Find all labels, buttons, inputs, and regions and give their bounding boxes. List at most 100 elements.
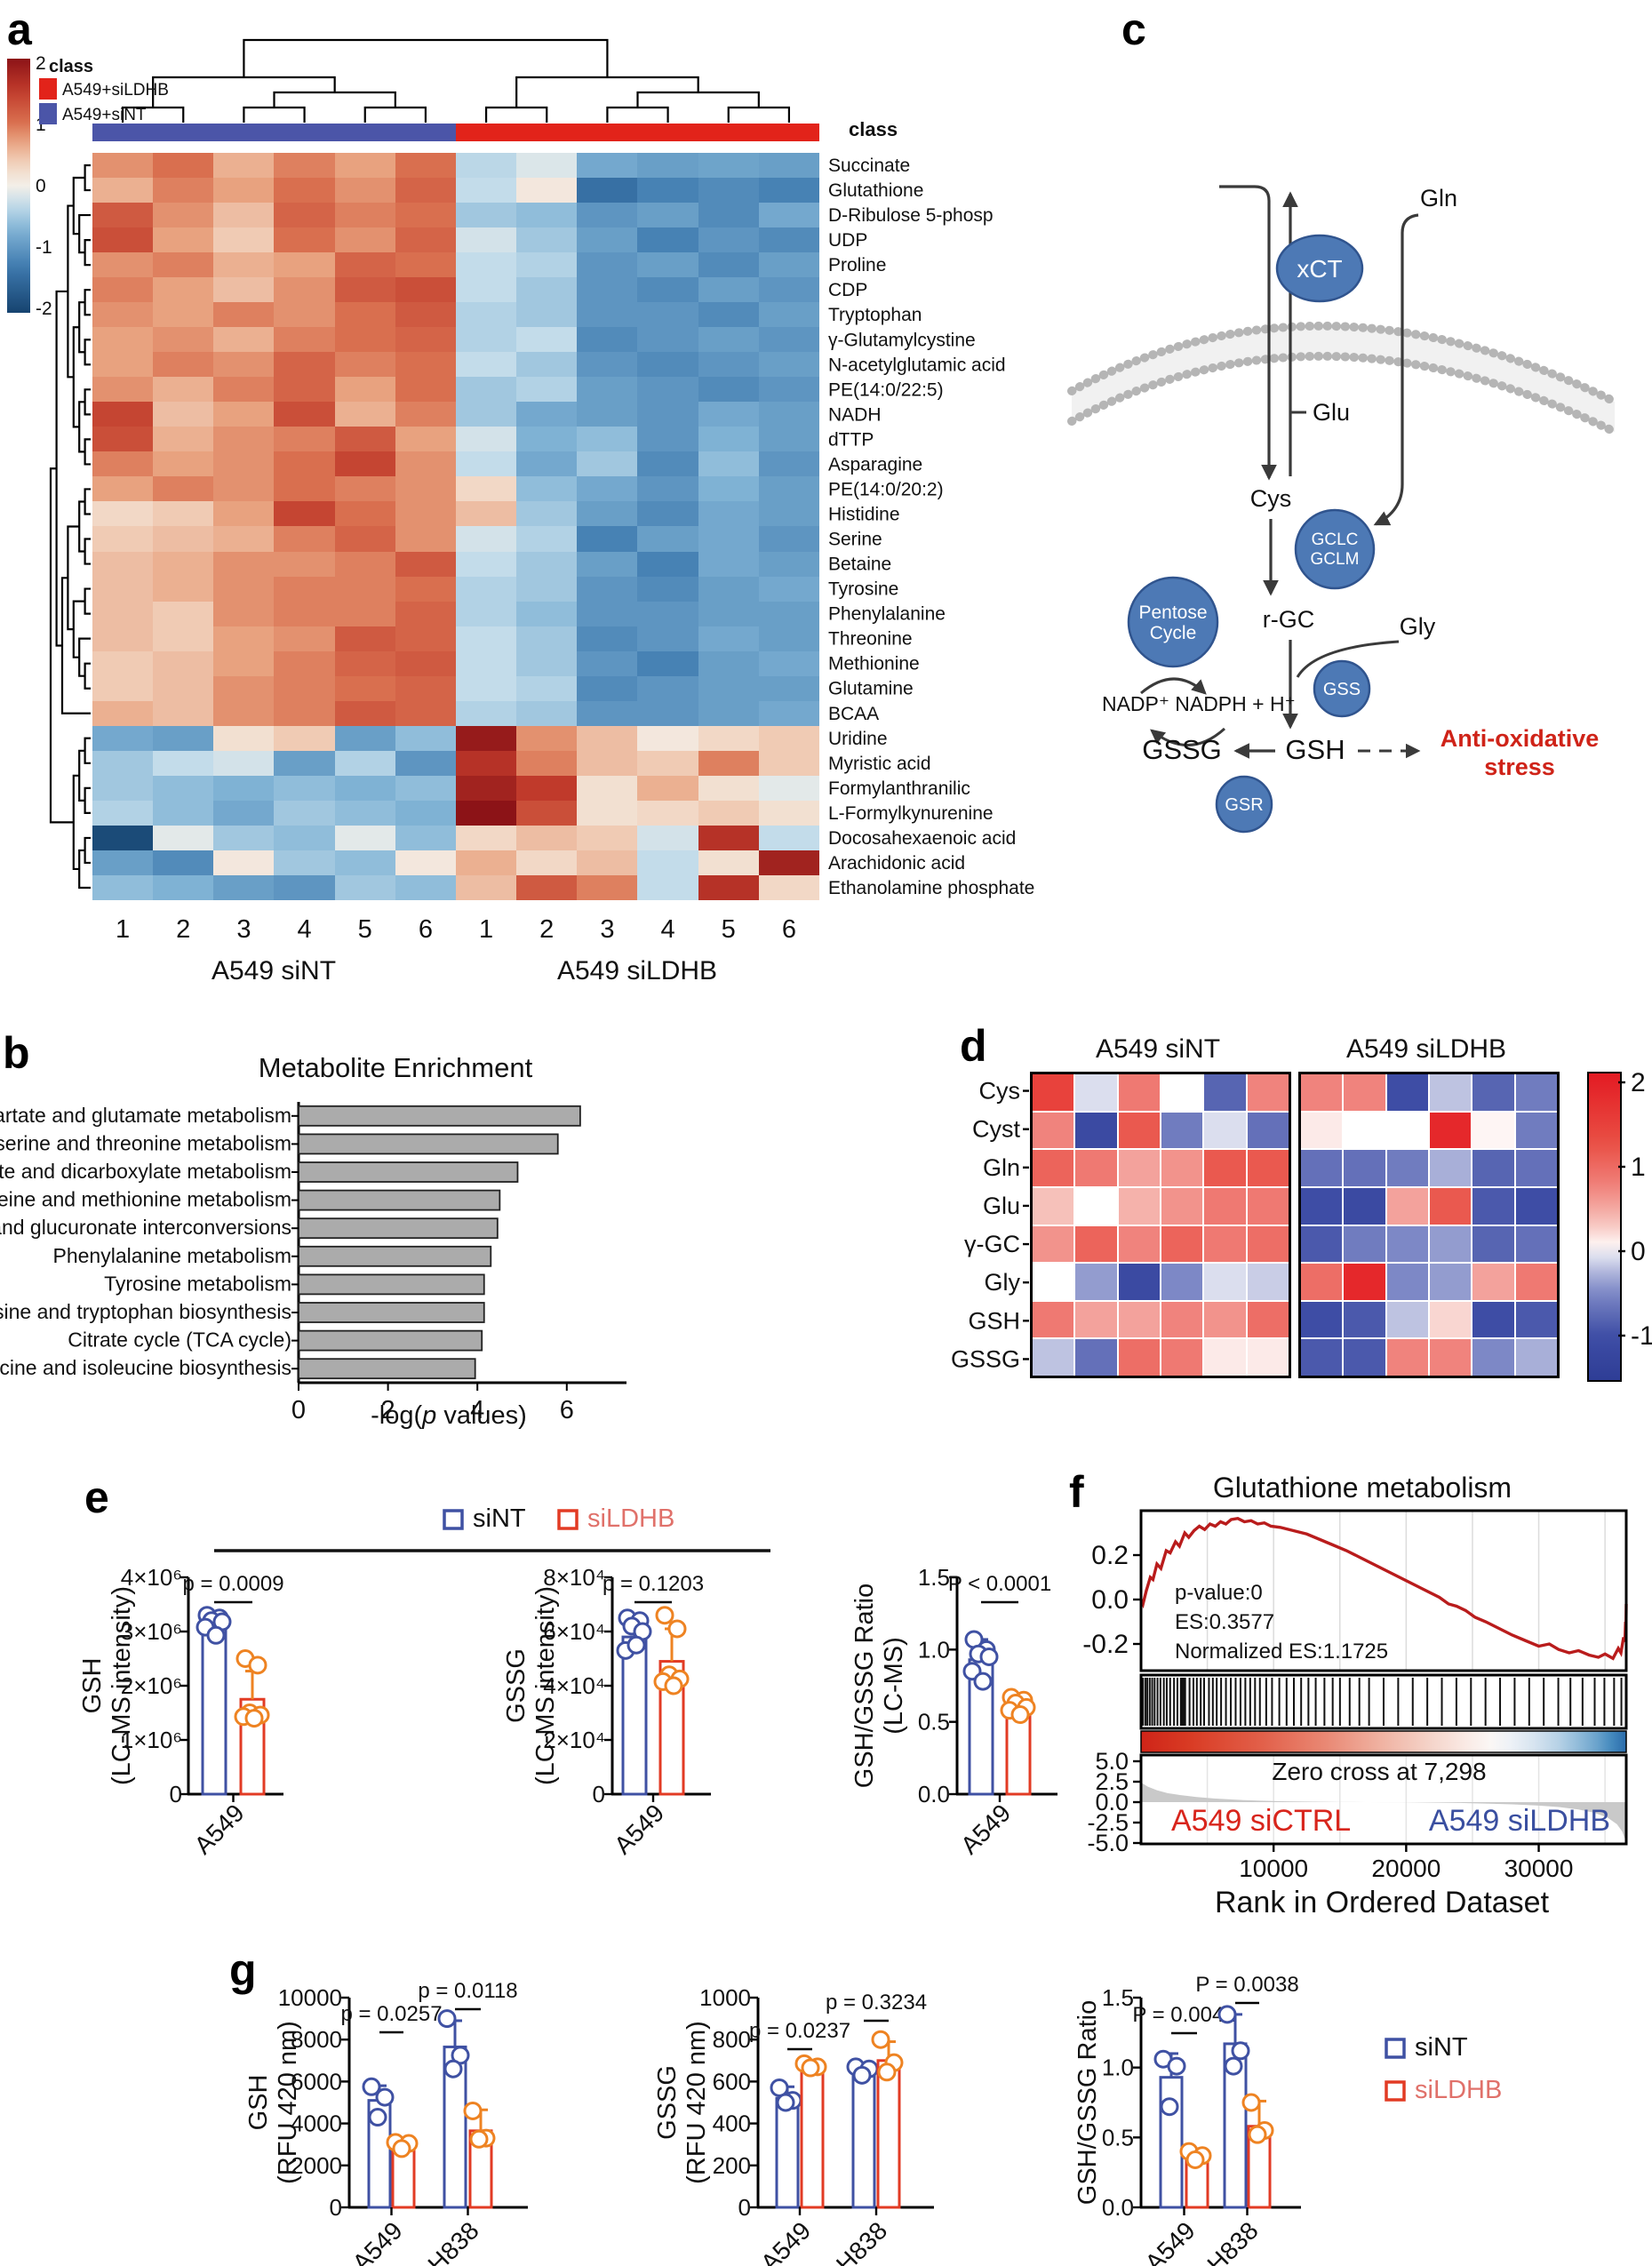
heatmap-a-cell [637,451,698,477]
colorbar-a-tick: -1 [36,237,52,258]
heatmap-a-cell [637,352,698,378]
e2-data-point-siNT [616,1640,635,1660]
heatmap-a-cell [334,203,395,228]
heatmap-d-cell [1301,1225,1343,1263]
heatmap-d-row-label: Gly [985,1269,1021,1296]
heatmap-a-row-label: Tyrosine [828,579,898,600]
e3-data-point-siLDHB [1006,1694,1026,1713]
heatmap-a-cell [92,377,154,403]
heatmap-a-cell [698,850,759,875]
heatmap-a-cell [758,302,819,328]
row-dendrogram [84,164,91,192]
g1-y-tick-label: 2000 [291,2152,342,2179]
heatmap-a-cell [516,551,578,577]
heatmap-a-cell [274,178,335,203]
g3-y-tick-label: 1.5 [1102,1984,1134,2011]
heatmap-d-cell [1204,1339,1246,1376]
heatmap-a-cell [213,352,275,378]
pentose-cycle-node [1127,576,1219,668]
heatmap-a-cell [153,227,214,253]
heatmap-d-cell [1033,1225,1074,1263]
heatmap-a-cell [577,501,638,527]
heatmap-a-cell [274,501,335,527]
heatmap-a-cell [637,476,698,502]
heatmap-a-cell [758,874,819,900]
membrane-band [1072,325,1615,432]
gss-label: GSS [1323,680,1361,699]
g3-data-point-siLDHB [1185,2150,1205,2170]
heatmap-a-cell [758,775,819,801]
g1-y-tick-label: 10000 [278,1984,342,2011]
heatmap-a-row-label: Proline [828,255,886,275]
heatmap-a-row-label: dTTP [828,429,874,450]
heatmap-a-cell [577,551,638,577]
heatmap-a-cell [455,526,517,552]
g3-y-axis-label: GSH/GSSG Ratio [1073,2000,1102,2205]
heatmap-a-cell [516,377,578,403]
heatmap-a-cell [637,427,698,452]
row-dendrogram [84,587,91,615]
heatmap-a-cell [395,526,456,552]
heatmap-a-cell [92,352,154,378]
heatmap-a-row-label: D-Ribulose 5-phosp [828,205,994,226]
heatmap-a-cell [153,700,214,726]
g1-data-point-siLDHB [386,2133,405,2152]
heatmap-d-cell [1247,1225,1289,1263]
heatmap-a-cell [516,327,578,353]
gly-curve [1296,640,1400,678]
heatmap-a-cell [274,825,335,850]
g2-p-value: p = 0.0237 [749,2019,850,2043]
heatmap-a-col-number: 2 [176,915,190,944]
heatmap-a-cell [516,750,578,776]
legend-swatch-siNT [443,1509,464,1530]
e1-y-tick-label: 4×10⁶ [121,1564,182,1591]
heatmap-a-cell [334,227,395,253]
g2-category-label: A549 [755,2216,816,2266]
g3-data-point-siNT [1160,2097,1179,2117]
e2-data-point-siNT [626,1635,646,1655]
heatmap-d-cell [1033,1301,1074,1338]
heatmap-d-row-label: Gln [983,1154,1020,1181]
e1-y-axis-label: GSH [78,1658,107,1714]
heatmap-d-cell [1204,1187,1246,1225]
g1-data-point-siNT [451,2046,470,2065]
enrichment-bar [298,1105,581,1127]
nadph-to-nadp-arc [1150,727,1226,746]
e3-y-tick-label: 1.0 [918,1636,950,1663]
e1-bar-siLDHB [239,1697,266,1796]
row-dendrogram [78,849,91,890]
e1-data-point-siNT [210,1608,229,1628]
heatmap-a-cell [637,551,698,577]
enrichment-bar [298,1273,485,1296]
e2-data-point-siNT [630,1611,650,1631]
enrichment-category-label: Phenylalanine, tyrosine and tryptophan b… [0,1300,291,1323]
heatmap-a-cell [274,700,335,726]
heatmap-a-cell [455,626,517,651]
e3-y-axis-label: (LC-MS) [880,1637,908,1735]
heatmap-a-row-label: CDP [828,280,867,300]
heatmap-a-cell [516,576,578,602]
heatmap-d-cell [1386,1150,1428,1186]
heatmap-d-cell [1204,1112,1246,1149]
row-dendrogram [72,176,85,235]
heatmap-d-cell [1344,1074,1385,1111]
g3-data-point-siLDHB [1241,2093,1261,2112]
e2-data-point-siLDHB [653,1672,673,1691]
heatmap-a-cell [698,153,759,179]
heatmap-a-cell [213,601,275,626]
heatmap-a-row-label: Tryptophan [828,305,922,325]
heatmap-d-cell [1247,1187,1289,1225]
g2-data-point-siLDHB [877,2063,897,2082]
heatmap-a-cell [395,427,456,452]
heatmap-d-cell [1033,1112,1074,1149]
heatmap-a-col-number: 1 [116,915,130,944]
heatmap-d-cell [1301,1112,1343,1149]
heatmap-a-row-label: Threonine [828,629,913,650]
g2-data-point-siLDHB [801,2058,820,2078]
class-legend-swatch [39,103,57,124]
column-dendrogram [273,91,396,108]
heatmap-a-cell [698,725,759,751]
row-dendrogram [84,662,91,690]
legend-label-siNT: siNT [473,1504,526,1533]
heatmap-a-cell [637,252,698,278]
